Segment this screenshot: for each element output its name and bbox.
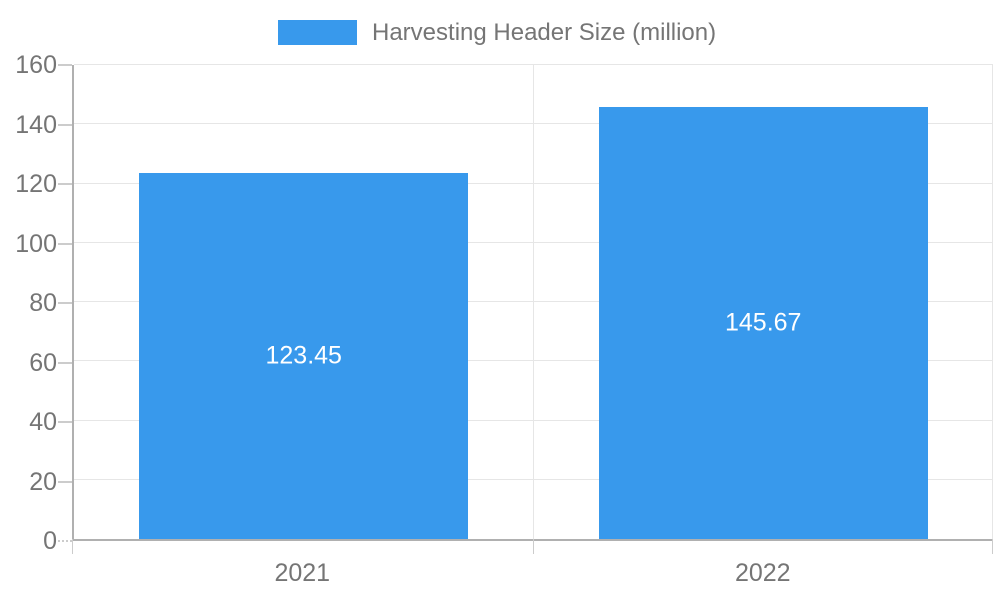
gridline-y-20 xyxy=(74,478,993,480)
y-axis-tick-140 xyxy=(58,123,72,126)
x-axis-tick xyxy=(532,539,534,554)
gridline-y-100 xyxy=(74,241,993,243)
gridline-y-140 xyxy=(74,123,993,125)
x-axis-label-2021: 2021 xyxy=(274,559,331,587)
y-axis-label-60: 60 xyxy=(29,348,57,377)
x-axis-tick xyxy=(72,539,73,554)
y-axis-label-100: 100 xyxy=(15,229,57,258)
gridline-y-120 xyxy=(74,182,993,184)
y-axis-label-120: 120 xyxy=(15,170,57,198)
x-axis-tick xyxy=(992,539,993,554)
y-axis-tick-60 xyxy=(58,361,72,364)
legend-swatch xyxy=(278,20,357,45)
gridline-x-boundary xyxy=(532,65,534,539)
bar-2022: 145.67 xyxy=(598,107,928,539)
y-axis-tick-80 xyxy=(58,302,72,304)
plot-area: 123.45 145.67 xyxy=(72,64,993,554)
gridline-x-boundary xyxy=(992,65,993,539)
y-axis-tick-20 xyxy=(58,480,72,483)
gridline-y-160 xyxy=(74,64,993,65)
y-axis-label-160: 160 xyxy=(15,51,57,79)
y-axis-label-20: 20 xyxy=(29,467,57,496)
gridline-y-40 xyxy=(74,419,993,421)
x-axis-label-2022: 2022 xyxy=(734,559,791,587)
y-axis-label-140: 140 xyxy=(15,110,57,139)
gridline-y-60 xyxy=(74,360,993,362)
y-axis-tick-160 xyxy=(58,64,72,66)
bar-2021: 123.45 xyxy=(139,173,469,539)
y-axis-label-40: 40 xyxy=(29,408,57,436)
bar-value-label: 123.45 xyxy=(265,341,342,370)
legend: Harvesting Header Size (million) xyxy=(278,20,716,45)
y-axis-tick-120 xyxy=(58,183,72,185)
y-axis-tick-100 xyxy=(58,242,72,245)
y-axis-label-0: 0 xyxy=(43,527,57,555)
gridline-y-80 xyxy=(74,301,993,302)
bar-value-label: 145.67 xyxy=(725,308,802,337)
y-axis-tick-40 xyxy=(58,421,72,423)
y-axis-tick-0 xyxy=(58,540,72,542)
y-axis-label-80: 80 xyxy=(29,289,57,317)
legend-label: Harvesting Header Size (million) xyxy=(372,19,717,46)
